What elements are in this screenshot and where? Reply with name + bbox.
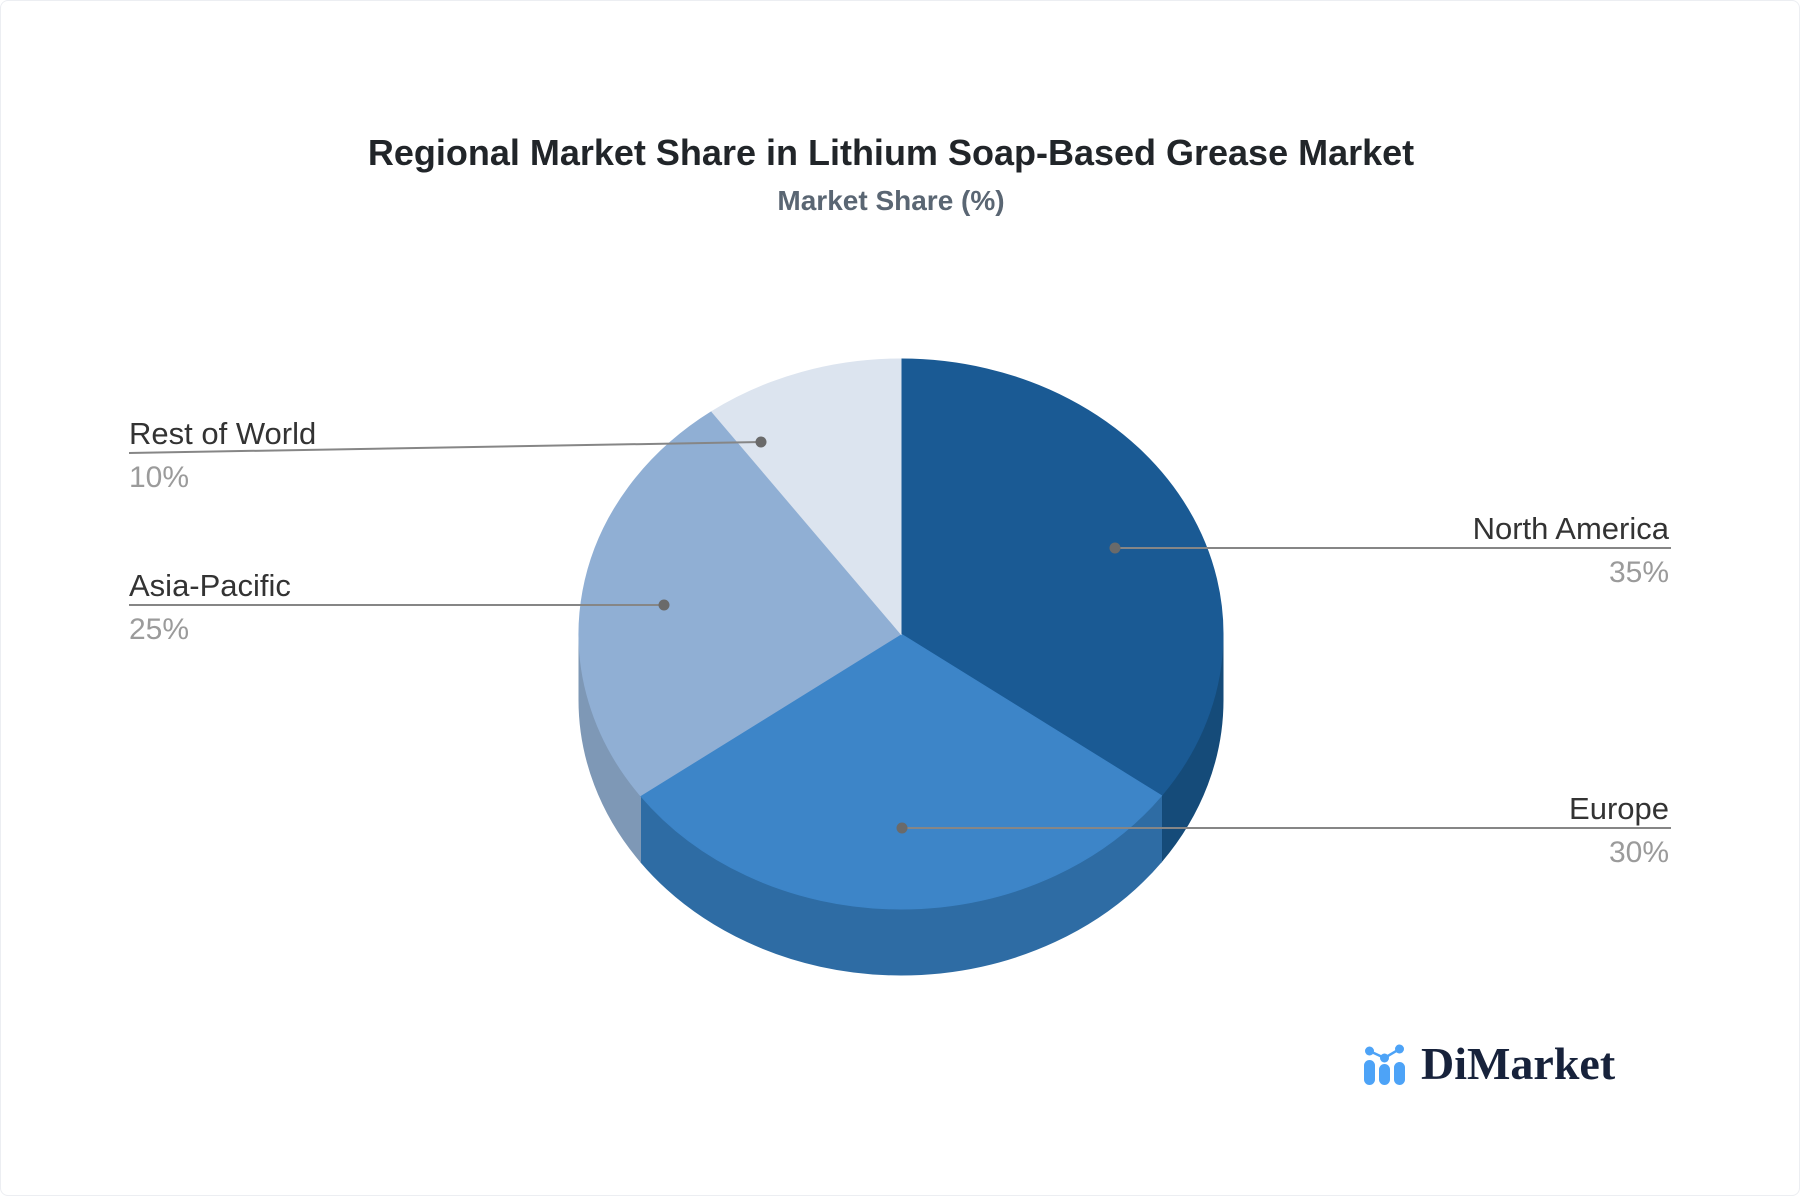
- callout-value: 25%: [129, 613, 190, 646]
- callout-value: 30%: [1608, 836, 1669, 869]
- leader-dot-rest-of-world: [755, 436, 767, 448]
- callout-asia-pacific: Asia-Pacific 25%: [129, 568, 291, 646]
- logo-bar: [1394, 1062, 1405, 1085]
- callout-label: Asia-Pacific: [129, 568, 291, 603]
- brand-name: DiMarket: [1421, 1038, 1616, 1089]
- leader-dot-asia-pacific: [658, 599, 670, 611]
- callout-label: North America: [1472, 511, 1669, 546]
- chart-title: Regional Market Share in Lithium Soap-Ba…: [367, 132, 1415, 173]
- leader-line-rest-of-world: [128, 441, 762, 454]
- logo-dot: [1395, 1044, 1404, 1054]
- bar-chart-logo-icon: [1364, 1044, 1405, 1085]
- chart-subtitle: Market Share (%): [777, 185, 1005, 216]
- callout-label: Europe: [1569, 791, 1669, 826]
- callout-value: 35%: [1608, 556, 1669, 589]
- logo-bar: [1379, 1064, 1390, 1085]
- pie-slice-asia-pacific[interactable]: [578, 410, 902, 797]
- callout-north-america: North America 35%: [1472, 511, 1669, 589]
- chart-header: Regional Market Share in Lithium Soap-Ba…: [1, 131, 1781, 219]
- logo-bar: [1364, 1060, 1375, 1085]
- logo-dot: [1365, 1046, 1374, 1056]
- logo-dot: [1380, 1053, 1389, 1063]
- pie-slice-north-america[interactable]: [900, 358, 1224, 797]
- callout-rest-of-world: Rest of World 10%: [129, 416, 317, 494]
- leader-dot-europe: [896, 822, 908, 834]
- brand-logo: DiMarket: [1361, 1038, 1616, 1091]
- pie-slice-europe[interactable]: [639, 633, 1163, 910]
- callout-europe: Europe 30%: [1569, 791, 1669, 869]
- pie-slice-rest-of-world[interactable]: [710, 358, 902, 636]
- callout-value: 10%: [129, 461, 190, 494]
- callout-label: Rest of World: [129, 416, 317, 451]
- leader-dot-north-america: [1109, 542, 1121, 554]
